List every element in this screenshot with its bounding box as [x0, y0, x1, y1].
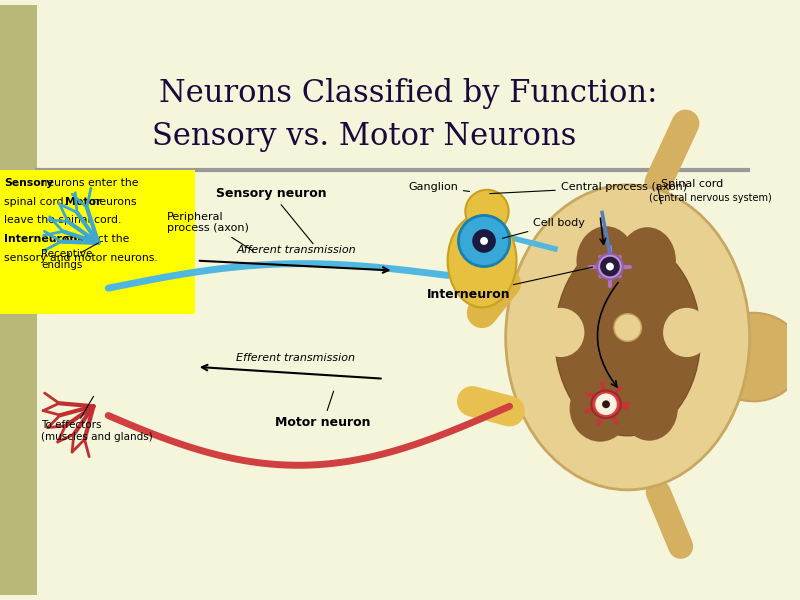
Circle shape: [458, 215, 510, 266]
Circle shape: [606, 263, 614, 271]
Ellipse shape: [619, 227, 676, 294]
Text: leave the spinal cord.: leave the spinal cord.: [4, 215, 122, 226]
Text: Neurons Classified by Function:: Neurons Classified by Function:: [159, 78, 658, 109]
Ellipse shape: [448, 214, 517, 307]
Ellipse shape: [621, 376, 678, 440]
Text: Ganglion: Ganglion: [408, 182, 470, 192]
Text: Motor: Motor: [66, 197, 102, 206]
FancyArrowPatch shape: [658, 124, 686, 182]
Ellipse shape: [597, 254, 622, 280]
Text: Sensory neuron: Sensory neuron: [217, 187, 327, 244]
Text: neurons: neurons: [89, 197, 137, 206]
Ellipse shape: [591, 391, 621, 418]
Ellipse shape: [506, 185, 750, 490]
Text: (central nervous system): (central nervous system): [650, 193, 772, 203]
Text: Afferent transmission: Afferent transmission: [236, 245, 356, 255]
Text: Cell body: Cell body: [502, 218, 585, 238]
Ellipse shape: [466, 190, 509, 233]
Bar: [0, 170, 194, 314]
Text: Motor neuron: Motor neuron: [275, 391, 371, 429]
Text: sensory and motor neurons.: sensory and motor neurons.: [4, 253, 158, 263]
Ellipse shape: [577, 226, 635, 295]
Ellipse shape: [705, 313, 800, 401]
Text: Receptive
endings: Receptive endings: [42, 249, 93, 271]
Text: To effectors
(muscles and glands): To effectors (muscles and glands): [42, 420, 153, 442]
Circle shape: [602, 400, 610, 408]
Text: Sensory: Sensory: [4, 178, 53, 188]
Text: connect the: connect the: [61, 234, 129, 244]
Text: Efferent transmission: Efferent transmission: [236, 353, 355, 363]
Text: Peripheral
process (axon): Peripheral process (axon): [167, 212, 254, 251]
Text: spinal cord.: spinal cord.: [4, 197, 70, 206]
Text: Interneurons: Interneurons: [4, 234, 83, 244]
Bar: [0, 5, 38, 595]
Ellipse shape: [663, 308, 710, 357]
Ellipse shape: [537, 308, 584, 357]
Circle shape: [595, 394, 617, 415]
FancyArrowPatch shape: [658, 493, 681, 547]
Circle shape: [614, 314, 642, 341]
Text: Interneuron: Interneuron: [427, 267, 593, 301]
Text: Sensory vs. Motor Neurons: Sensory vs. Motor Neurons: [152, 121, 576, 152]
Circle shape: [472, 229, 496, 253]
Ellipse shape: [570, 375, 630, 442]
Text: Central process (axon): Central process (axon): [490, 182, 687, 194]
Ellipse shape: [555, 239, 701, 436]
Text: Spinal cord: Spinal cord: [661, 179, 723, 189]
Text: neurons enter the: neurons enter the: [37, 178, 138, 188]
Circle shape: [600, 257, 620, 277]
Circle shape: [480, 237, 488, 245]
Bar: [38, 5, 787, 170]
